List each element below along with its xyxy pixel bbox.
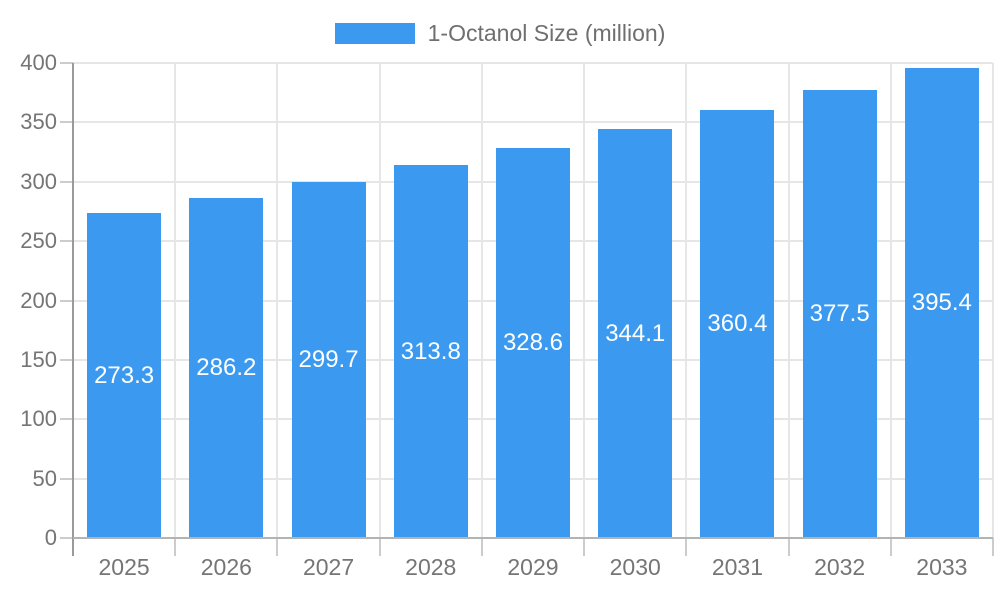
x-axis-tick [992,538,994,556]
x-axis-tick [787,538,790,556]
y-tick-label: 250 [20,228,57,254]
bar-value-label: 360.4 [707,310,768,337]
y-axis-tick [60,358,73,361]
bar-value-label: 395.4 [911,289,972,317]
y-tick-label: 100 [20,406,57,432]
x-tick-label: 2030 [609,554,661,580]
bar-value-label: 328.6 [502,328,564,356]
bar[interactable] [189,198,264,538]
x-tick-label: 2033 [916,554,968,580]
x-tick-label: 2029 [507,554,559,580]
y-axis-line [72,63,74,556]
x-axis-tick [685,538,688,556]
x-gridline [583,63,586,538]
y-axis-tick [60,62,73,64]
x-axis-tick [480,538,483,556]
x-tick-label: 2032 [814,554,866,580]
x-axis-line [73,537,993,539]
x-gridline [378,63,381,538]
y-tick-label: 0 [44,525,57,550]
x-gridline [174,63,177,538]
legend-label: 1-Octanol Size (million) [427,20,666,46]
bar-value-label: 344.1 [605,319,666,347]
bar-value-label: 286.2 [196,354,257,382]
bar[interactable] [802,89,877,538]
bar-value-label: 377.5 [809,299,870,327]
y-tick-label: 200 [20,287,57,313]
y-axis-tick [60,240,73,243]
x-tick-label: 2028 [405,554,457,580]
x-axis-tick [583,538,586,556]
x-gridline [685,63,688,538]
bar[interactable] [87,213,162,538]
x-gridline [889,63,892,538]
y-tick-label: 150 [20,346,57,372]
y-axis-tick [60,299,73,302]
y-axis-tick [60,418,73,421]
plot-area: 0 50 100 150 200 250 300 350 400 273.3 2025 286.2 20… [20,51,994,580]
y-axis-tick [60,180,73,183]
x-gridline [992,63,994,538]
y-tick-label: 300 [20,168,57,194]
x-tick-label: 2027 [302,554,355,580]
x-tick-label: 2025 [98,554,150,580]
bar[interactable] [291,182,366,538]
y-axis-tick [60,477,73,480]
bar[interactable] [393,165,468,538]
y-gridline [73,121,993,124]
legend: 1-Octanol Size (million) [0,20,1000,47]
x-axis-tick [378,538,381,556]
x-gridline [787,63,790,538]
legend-swatch [334,23,415,44]
y-tick-label: 350 [20,109,57,135]
y-tick-label: 400 [20,50,57,75]
bar[interactable] [496,147,570,538]
x-axis-tick [889,538,892,556]
x-gridline [480,63,483,538]
bar-value-label: 313.8 [400,337,461,365]
y-axis-tick [60,537,73,539]
bar-value-label: 273.3 [94,361,155,389]
y-gridline [73,62,993,64]
bar[interactable] [904,68,979,538]
y-axis-tick [60,121,73,124]
x-gridline [276,63,279,538]
bar[interactable] [598,129,673,538]
x-axis-tick [174,538,177,556]
x-tick-label: 2026 [200,554,252,580]
x-tick-label: 2031 [711,554,764,580]
bar-value-label: 299.7 [298,346,359,374]
y-tick-label: 50 [32,465,57,491]
x-axis-tick [276,538,279,556]
bar[interactable] [700,110,775,538]
